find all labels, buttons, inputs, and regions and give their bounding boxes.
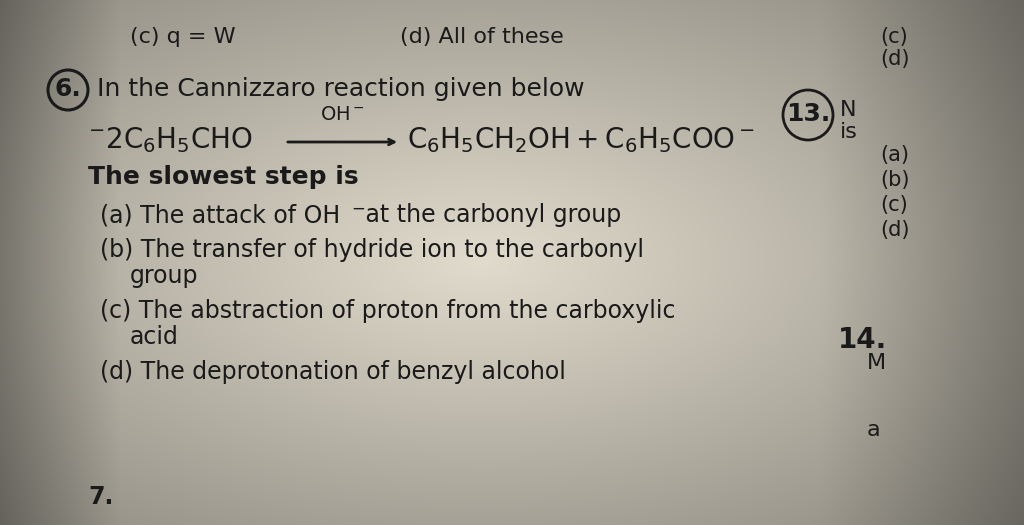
- Text: (d) The deprotonation of benzyl alcohol: (d) The deprotonation of benzyl alcohol: [100, 360, 566, 384]
- Text: (d): (d): [880, 220, 909, 240]
- Text: 14.: 14.: [838, 326, 887, 354]
- Text: at the carbonyl group: at the carbonyl group: [358, 203, 622, 227]
- Text: is: is: [840, 122, 858, 142]
- Text: 7.: 7.: [88, 485, 114, 509]
- Text: (d): (d): [880, 49, 909, 69]
- Text: (c) q = W: (c) q = W: [130, 27, 236, 47]
- Text: 13.: 13.: [785, 102, 830, 126]
- Text: (b) The transfer of hydride ion to the carbonyl: (b) The transfer of hydride ion to the c…: [100, 238, 644, 262]
- Text: In the Cannizzaro reaction given below: In the Cannizzaro reaction given below: [97, 77, 585, 101]
- Text: The slowest step is: The slowest step is: [88, 165, 358, 189]
- Text: 6.: 6.: [54, 77, 81, 101]
- Text: group: group: [130, 264, 199, 288]
- Text: a: a: [867, 420, 881, 440]
- Text: acid: acid: [130, 325, 179, 349]
- Text: $\mathregular{^-}$: $\mathregular{^-}$: [348, 203, 366, 227]
- Text: (c): (c): [880, 27, 907, 47]
- Text: M: M: [867, 353, 886, 373]
- Text: $\mathregular{C_6H_5CH_2OH + C_6H_5COO^-}$: $\mathregular{C_6H_5CH_2OH + C_6H_5COO^-…: [407, 125, 755, 155]
- Text: (c): (c): [880, 195, 907, 215]
- Text: (c) The abstraction of proton from the carboxylic: (c) The abstraction of proton from the c…: [100, 299, 676, 323]
- Text: (a): (a): [880, 145, 909, 165]
- Text: (d) All of these: (d) All of these: [400, 27, 564, 47]
- Text: N: N: [840, 100, 856, 120]
- Text: (a) The attack of OH: (a) The attack of OH: [100, 203, 340, 227]
- Text: (b): (b): [880, 170, 909, 190]
- Text: $\mathregular{^{-}2C_6H_5CHO}$: $\mathregular{^{-}2C_6H_5CHO}$: [88, 125, 253, 155]
- Text: $\mathregular{OH^-}$: $\mathregular{OH^-}$: [321, 105, 365, 124]
